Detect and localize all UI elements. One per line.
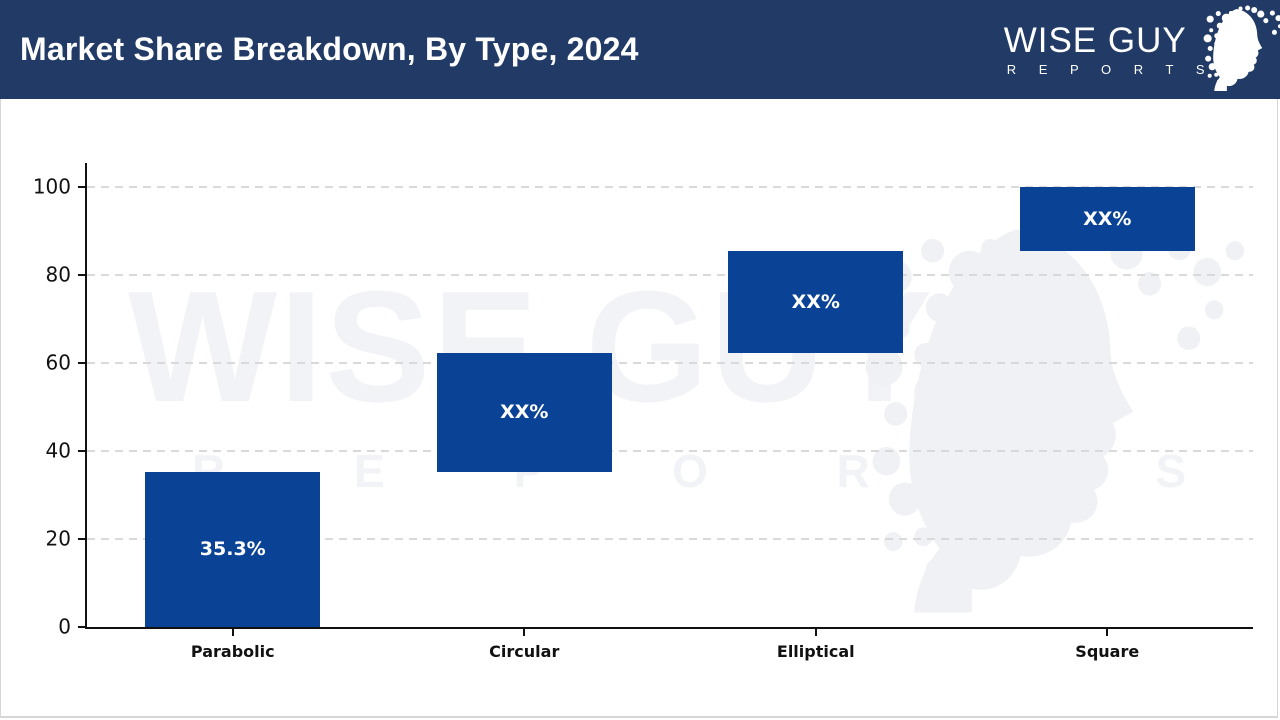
x-tick-parabolic [231,629,234,636]
bar-value-label-parabolic: 35.3% [199,538,266,561]
logo-wordmark: WISE GUY [1003,21,1187,60]
y-tick-label-80: 80 [45,262,71,287]
bar-parabolic: 35.3% [145,471,321,627]
x-tick-label-square: Square [1075,642,1140,661]
gridline-60 [87,362,1253,364]
gridline-20 [87,538,1253,540]
x-tick-label-elliptical: Elliptical [776,642,855,661]
wise-guy-logo: WISE GUY R E P O R T S [1004,5,1280,94]
y-tick-label-60: 60 [45,350,71,375]
bar-elliptical: XX% [728,250,904,354]
x-tick-label-circular: Circular [489,642,560,661]
y-tick-label-20: 20 [45,526,71,551]
bar-value-label-circular: XX% [500,401,549,424]
y-tick-100 [78,186,85,188]
y-tick-80 [78,274,85,276]
logo-subtitle: R E P O R T S [1006,62,1214,77]
header-bar: Market Share Breakdown, By Type, 2024 WI… [0,0,1280,99]
bar-value-label-square: XX% [1083,207,1132,230]
x-tick-square [1106,629,1109,636]
gridline-100 [87,186,1253,188]
page-title: Market Share Breakdown, By Type, 2024 [20,31,639,67]
x-tick-label-parabolic: Parabolic [190,642,275,661]
x-tick-circular [523,629,526,636]
bar-value-label-elliptical: XX% [791,291,840,314]
y-tick-60 [78,362,85,364]
bar-square: XX% [1019,187,1195,251]
y-tick-40 [78,450,85,452]
y-tick-label-100: 100 [32,174,71,199]
gridline-80 [87,274,1253,276]
wise-guy-logo-text: WISE GUY R E P O R T S [1004,23,1214,77]
y-tick-label-0: 0 [58,614,71,639]
y-tick-0 [78,626,85,628]
x-tick-elliptical [814,629,817,636]
x-axis-spine [85,627,1253,629]
waterfall-plot-area: 0 20 40 60 80 100 35.3% Parabolic XX% Circular XX%… [33,163,1253,661]
bar-circular: XX% [436,353,612,472]
y-tick-label-40: 40 [45,438,71,463]
dotted-head-icon [1203,5,1280,91]
gridline-40 [87,450,1253,452]
y-axis-spine [85,163,87,629]
y-tick-20 [78,538,85,540]
